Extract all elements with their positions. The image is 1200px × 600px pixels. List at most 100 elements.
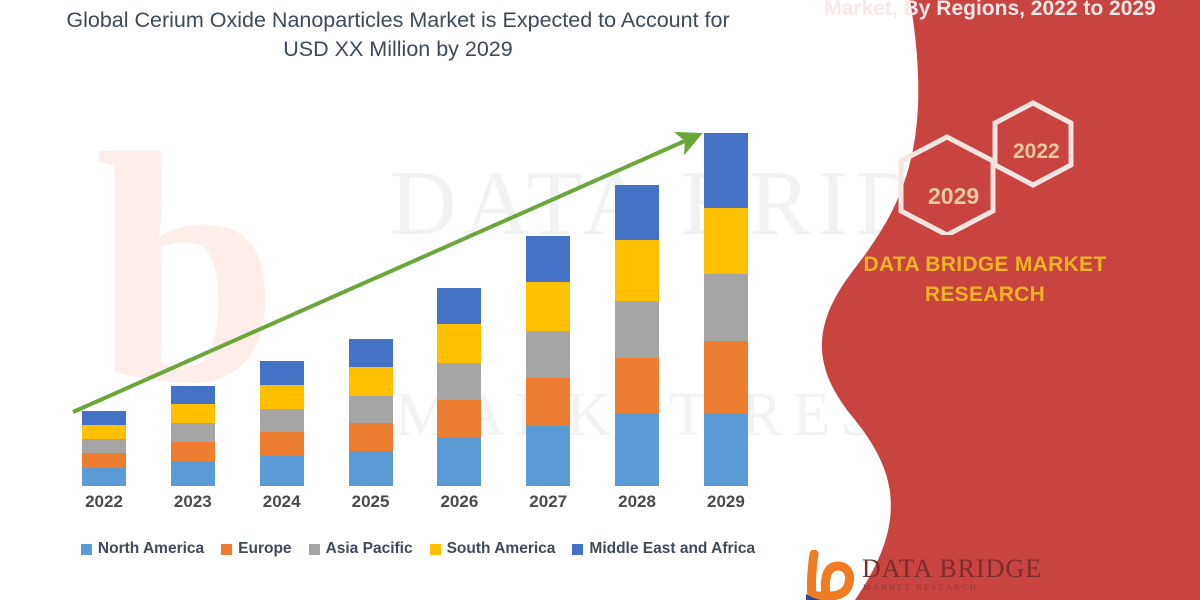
bar-segment [526, 331, 571, 378]
legend-label: Asia Pacific [325, 540, 413, 557]
bar-segment [170, 386, 215, 404]
brand-line-1: DATA BRIDGE MARKET [863, 253, 1107, 276]
bar-segment [437, 324, 482, 363]
bar-segment [615, 301, 660, 358]
stacked-bar-2022[interactable] [82, 411, 126, 486]
hexagon-outline-2022 [992, 100, 1074, 188]
bar-segment [82, 411, 126, 425]
bar-segment [526, 236, 571, 282]
bar-segment [437, 438, 482, 486]
data-bridge-logo: DATA BRIDGE MARKET RESEARCH [800, 549, 1140, 600]
bar-column [598, 185, 676, 486]
stacked-bar-2028[interactable] [615, 185, 660, 486]
x-axis-label-2022: 2022 [85, 492, 123, 511]
stacked-bar-2029[interactable] [703, 133, 748, 486]
bar-segment [170, 462, 215, 486]
bar-segment [348, 339, 393, 367]
legend-item-middle-east-and-africa[interactable]: Middle East and Africa [572, 540, 755, 558]
x-axis-label-2024: 2024 [262, 492, 301, 511]
x-axis-label-2029: 2029 [706, 492, 745, 511]
bar-segment [703, 414, 748, 486]
chart-title: Global Cerium Oxide Nanoparticles Market… [66, 8, 730, 61]
bar-segment [82, 439, 126, 453]
legend-swatch-icon [308, 543, 320, 555]
logo-tagline: MARKET RESEARCH [863, 582, 979, 592]
legend-swatch-icon [572, 543, 584, 555]
bar-column [243, 361, 321, 486]
bar-segment [170, 442, 215, 462]
bar-segment [259, 385, 304, 409]
legend-item-europe[interactable]: Europe [221, 540, 292, 558]
bar-column [65, 411, 143, 486]
x-axis-labels: 2022 2023 2024 2025 2026 2027 2028 2029 [55, 492, 775, 512]
bar-segment [615, 414, 660, 486]
bar-segment [348, 396, 393, 423]
bar-segment [526, 378, 571, 426]
x-axis-label-2025: 2025 [351, 492, 390, 511]
panel-background-shape [821, 0, 1200, 600]
bar-segment [615, 240, 660, 301]
bar-segment [82, 453, 126, 468]
branding-panel: Market, By Regions, 2022 to 2029 2022 20… [760, 0, 1200, 600]
bar-segment [437, 400, 482, 438]
logo-name: DATA BRIDGE [862, 554, 1043, 583]
bar-segment [703, 274, 748, 341]
stacked-bar-2027[interactable] [526, 236, 571, 486]
bar-segment [348, 423, 393, 451]
bar-segment [703, 341, 748, 414]
bar-column [687, 133, 765, 486]
bar-segment [170, 423, 215, 442]
panel-heading: Market, By Regions, 2022 to 2029 [824, 0, 1156, 20]
bar-segment [437, 288, 482, 324]
legend-swatch-icon [429, 543, 441, 555]
bar-segment [170, 404, 215, 423]
legend-label: Middle East and Africa [589, 540, 756, 557]
bar-segment [259, 361, 304, 385]
hexagon-outline-2029 [898, 134, 996, 235]
stacked-bar-2024[interactable] [259, 361, 304, 486]
legend-item-south-america[interactable]: South America [429, 540, 556, 558]
bar-segment [615, 185, 660, 240]
bar-segment [703, 133, 748, 208]
hexagon-badges: 2022 2029 [885, 95, 1115, 235]
stacked-bar-2023[interactable] [170, 386, 215, 486]
bar-segment [348, 367, 393, 396]
hexagon-label-2022: 2022 [1013, 140, 1060, 163]
bar-segment [526, 426, 571, 486]
legend-item-north-america[interactable]: North America [80, 540, 205, 558]
bar-segment [437, 363, 482, 400]
bar-column [420, 288, 498, 486]
bar-segment [259, 432, 304, 456]
legend-label: North America [97, 540, 205, 557]
legend-label: Europe [238, 540, 292, 557]
bar-segment [82, 425, 126, 439]
bar-segment [526, 282, 571, 331]
stacked-bar-group [55, 120, 775, 486]
legend-label: South America [446, 540, 556, 557]
chart-legend: North America Europe Asia Pacific South Ame… [48, 540, 788, 558]
brand-name: DATA BRIDGE MARKET RESEARCH [805, 250, 1165, 310]
x-axis-label-2026: 2026 [440, 492, 479, 511]
brand-line-2: RESEARCH [924, 283, 1046, 306]
x-axis-label-2027: 2027 [529, 492, 568, 511]
stacked-bar-2026[interactable] [437, 288, 482, 486]
stacked-bar-2025[interactable] [348, 339, 393, 486]
bar-segment [703, 208, 748, 274]
logo-bridge-icon [806, 549, 856, 600]
x-axis-label-2023: 2023 [173, 492, 212, 511]
bar-segment [259, 456, 304, 486]
bar-column [154, 386, 232, 486]
chart-plot-area [55, 120, 775, 486]
hexagon-label-2029: 2029 [928, 183, 980, 209]
bar-segment [259, 409, 304, 432]
bar-segment [348, 451, 393, 486]
bar-segment [615, 358, 660, 414]
legend-swatch-icon [221, 543, 233, 555]
bar-column [509, 236, 587, 486]
legend-swatch-icon [80, 543, 92, 555]
x-axis-label-2028: 2028 [618, 492, 656, 511]
bar-column [332, 339, 410, 486]
growth-trend-arrow [72, 131, 703, 414]
legend-item-asia-pacific[interactable]: Asia Pacific [308, 540, 413, 558]
